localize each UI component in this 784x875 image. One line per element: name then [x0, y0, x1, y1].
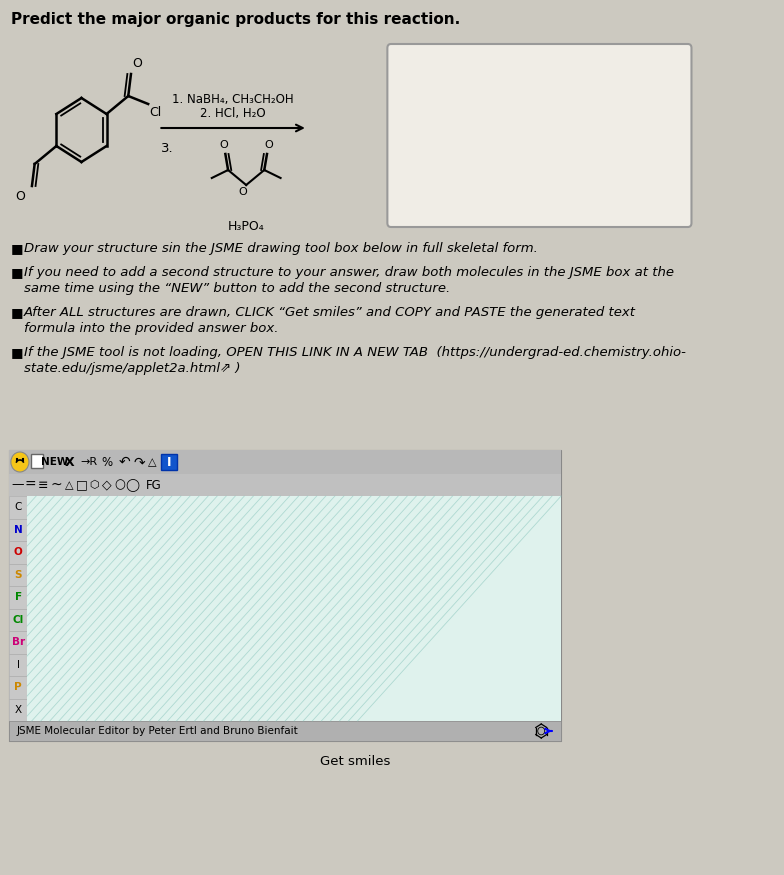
Text: Draw your structure sin the JSME drawing tool box below in full skeletal form.: Draw your structure sin the JSME drawing… — [24, 242, 537, 255]
Text: 1. NaBH₄, CH₃CH₂OH: 1. NaBH₄, CH₃CH₂OH — [172, 93, 294, 106]
Bar — [9, 519, 27, 541]
Text: JSME Molecular Editor by Peter Ertl and Bruno Bienfait: JSME Molecular Editor by Peter Ertl and … — [16, 726, 298, 736]
Text: O: O — [132, 57, 142, 70]
Text: ↷: ↷ — [133, 456, 145, 470]
Text: Predict the major organic products for this reaction.: Predict the major organic products for t… — [11, 12, 460, 27]
Text: If you need to add a second structure to your answer, draw both molecules in the: If you need to add a second structure to… — [24, 266, 673, 279]
Text: —: — — [12, 479, 24, 492]
FancyBboxPatch shape — [387, 44, 691, 227]
Text: △: △ — [64, 480, 73, 490]
Bar — [31, 454, 43, 468]
Bar — [9, 631, 27, 654]
Text: %: % — [101, 456, 112, 468]
Text: Br: Br — [12, 637, 24, 648]
Text: ⬡: ⬡ — [89, 480, 99, 490]
Text: I: I — [16, 660, 20, 669]
Text: ■: ■ — [11, 266, 28, 279]
Text: Get smiles: Get smiles — [320, 754, 390, 767]
Text: ○: ○ — [114, 479, 125, 492]
Text: ≡: ≡ — [38, 479, 49, 492]
Bar — [9, 541, 27, 564]
Bar — [9, 698, 27, 721]
Text: formula into the provided answer box.: formula into the provided answer box. — [24, 322, 278, 335]
Text: Cl: Cl — [149, 106, 162, 119]
Bar — [9, 564, 27, 586]
Text: 2. HCl, H₂O: 2. HCl, H₂O — [200, 107, 266, 120]
Text: O: O — [238, 187, 247, 197]
Text: F: F — [15, 592, 22, 602]
Bar — [9, 450, 561, 474]
Bar — [9, 586, 27, 608]
Text: →R: →R — [80, 457, 97, 467]
Text: state.edu/jsme/applet2a.html⇗ ): state.edu/jsme/applet2a.html⇗ ) — [24, 362, 240, 375]
Text: Cl: Cl — [13, 615, 24, 625]
Text: X: X — [65, 456, 74, 468]
Text: ◇: ◇ — [102, 479, 111, 492]
Text: S: S — [14, 570, 22, 580]
Text: H₃PO₄: H₃PO₄ — [228, 220, 264, 233]
Text: C: C — [14, 502, 22, 512]
Text: 3.: 3. — [161, 142, 174, 155]
Text: O: O — [264, 140, 273, 150]
Bar — [9, 450, 561, 741]
Bar — [9, 721, 561, 741]
Text: ◯: ◯ — [125, 479, 139, 492]
Text: P: P — [14, 682, 22, 692]
Bar — [9, 654, 27, 676]
Text: O: O — [220, 140, 228, 150]
Text: =: = — [25, 478, 37, 492]
Text: ■: ■ — [11, 242, 28, 255]
Bar — [161, 454, 177, 470]
Text: ~: ~ — [50, 478, 62, 492]
Text: O: O — [15, 190, 25, 203]
Text: ■: ■ — [11, 306, 28, 319]
Text: X: X — [15, 704, 22, 715]
Bar — [27, 496, 561, 721]
Bar — [9, 474, 561, 496]
Text: △: △ — [148, 457, 156, 467]
Bar — [9, 496, 27, 721]
Text: N: N — [14, 525, 23, 535]
Text: NEW: NEW — [41, 457, 68, 467]
Text: FG: FG — [146, 479, 162, 492]
Bar — [9, 496, 27, 519]
Text: same time using the “NEW” button to add the second structure.: same time using the “NEW” button to add … — [24, 282, 450, 295]
Text: O: O — [14, 547, 23, 557]
Text: I: I — [167, 456, 172, 468]
Bar — [9, 676, 27, 698]
Text: After ALL structures are drawn, CLICK “Get smiles” and COPY and PASTE the genera: After ALL structures are drawn, CLICK “G… — [24, 306, 636, 319]
Bar — [9, 608, 27, 631]
Text: □: □ — [75, 479, 87, 492]
Text: ↶: ↶ — [119, 455, 131, 469]
Circle shape — [11, 452, 29, 472]
Text: If the JSME tool is not loading, OPEN THIS LINK IN A NEW TAB  (https://undergrad: If the JSME tool is not loading, OPEN TH… — [24, 346, 685, 359]
Text: ■: ■ — [11, 346, 28, 359]
